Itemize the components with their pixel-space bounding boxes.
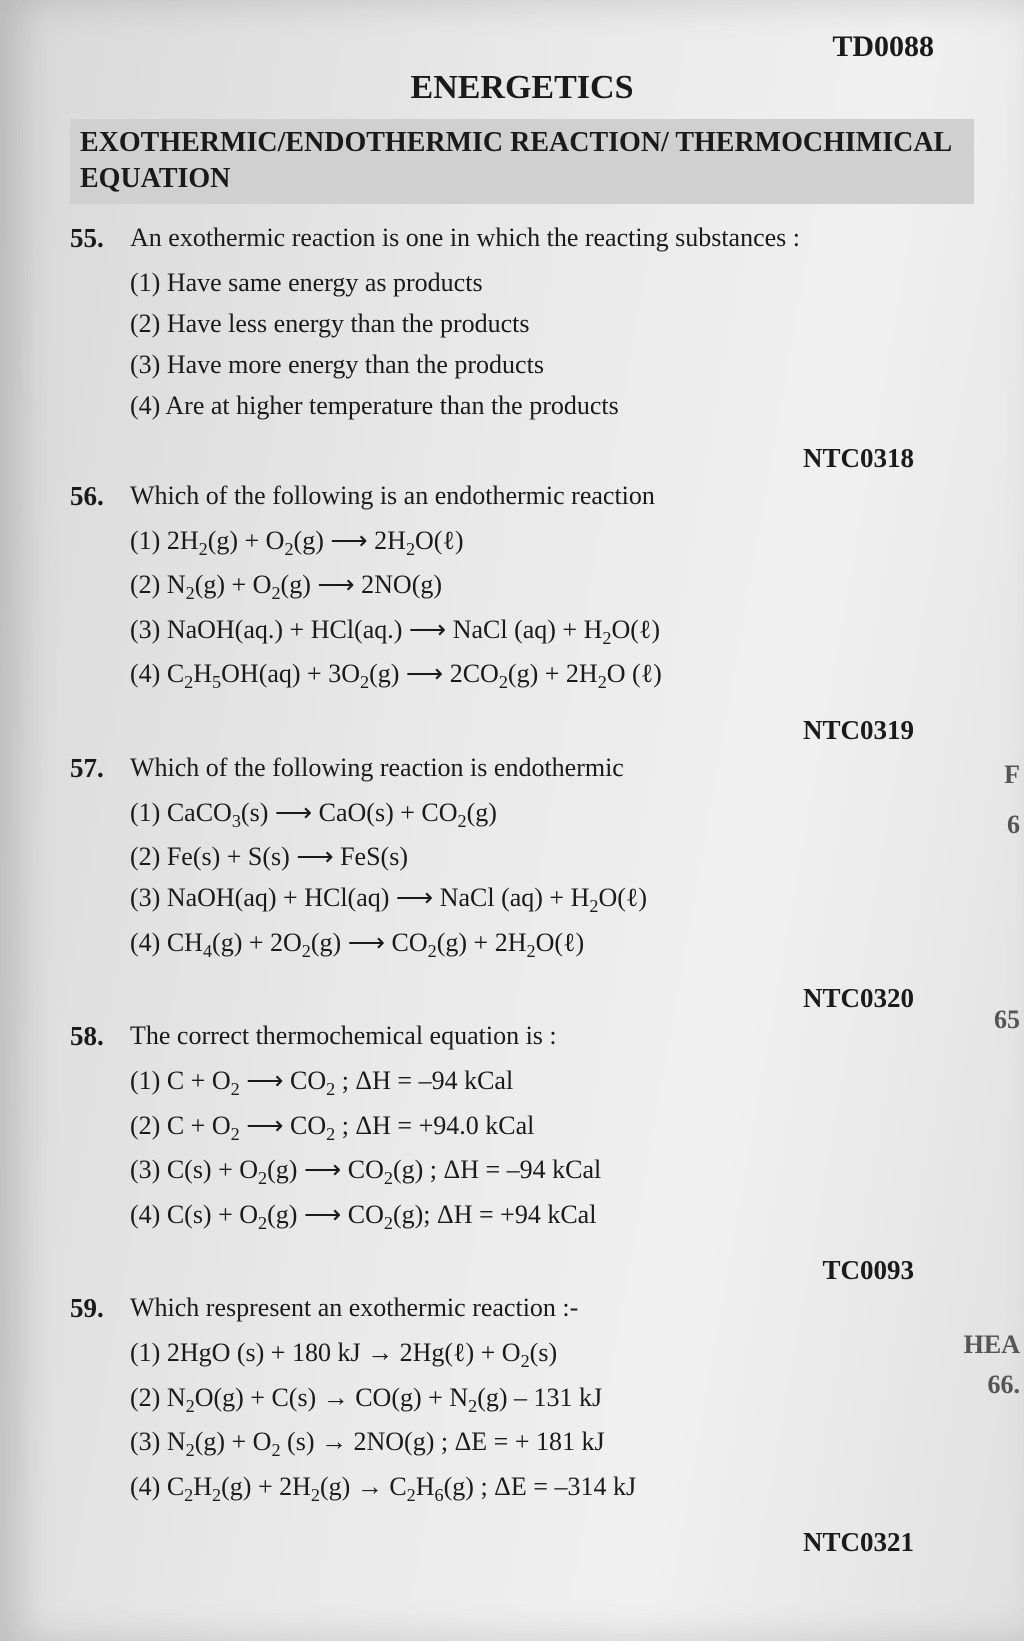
option: (1) CaCO3(s) ⟶ CaO(s) + CO2(g) <box>130 793 974 835</box>
option: (3) NaOH(aq) + HCl(aq) ⟶ NaCl (aq) + H2O… <box>130 878 974 920</box>
question-row: 59.Which respresent an exothermic reacti… <box>70 1288 974 1511</box>
questions-container: 55.An exothermic reaction is one in whic… <box>70 218 974 1558</box>
option: (1) 2HgO (s) + 180 kJ → 2Hg(ℓ) + O2(s) <box>130 1333 974 1375</box>
question-number: 55. <box>70 218 130 259</box>
question: 55.An exothermic reaction is one in whic… <box>70 218 974 427</box>
option: (3) Have more energy than the products <box>130 345 974 384</box>
question-number: 59. <box>70 1288 130 1329</box>
question-number: 57. <box>70 748 130 789</box>
question-body: The correct thermochemical equation is :… <box>130 1016 974 1239</box>
page-code: TD0088 <box>70 30 974 64</box>
option: (3) N2(g) + O2 (s) → 2NO(g) ; ΔE = + 181… <box>130 1422 974 1464</box>
question: 57.Which of the following reaction is en… <box>70 748 974 967</box>
question-body: Which of the following reaction is endot… <box>130 748 974 967</box>
question-stem: Which of the following reaction is endot… <box>130 748 974 787</box>
option: (4) Are at higher temperature than the p… <box>130 386 974 425</box>
reference-code: TC0093 <box>70 1255 974 1286</box>
option: (4) CH4(g) + 2O2(g) ⟶ CO2(g) + 2H2O(ℓ) <box>130 923 974 965</box>
question-stem: The correct thermochemical equation is : <box>130 1016 974 1055</box>
question-row: 58.The correct thermochemical equation i… <box>70 1016 974 1239</box>
question-stem: Which respresent an exothermic reaction … <box>130 1288 974 1327</box>
question-row: 57.Which of the following reaction is en… <box>70 748 974 967</box>
reference-code: NTC0320 <box>70 983 974 1014</box>
question-body: Which respresent an exothermic reaction … <box>130 1288 974 1511</box>
question-row: 55.An exothermic reaction is one in whic… <box>70 218 974 427</box>
page: TD0088 ENERGETICS EXOTHERMIC/ENDOTHERMIC… <box>0 0 1024 1641</box>
section-header: EXOTHERMIC/ENDOTHERMIC REACTION/ THERMOC… <box>70 119 974 204</box>
question-stem: Which of the following is an endothermic… <box>130 476 974 515</box>
question-body: Which of the following is an endothermic… <box>130 476 974 699</box>
question: 56.Which of the following is an endother… <box>70 476 974 699</box>
question-number: 56. <box>70 476 130 517</box>
question: 59.Which respresent an exothermic reacti… <box>70 1288 974 1511</box>
option: (3) C(s) + O2(g) ⟶ CO2(g) ; ΔH = –94 kCa… <box>130 1150 974 1192</box>
reference-code: NTC0318 <box>70 443 974 474</box>
question-body: An exothermic reaction is one in which t… <box>130 218 974 427</box>
reference-code: NTC0321 <box>70 1527 974 1558</box>
question: 58.The correct thermochemical equation i… <box>70 1016 974 1239</box>
option: (4) C2H5OH(aq) + 3O2(g) ⟶ 2CO2(g) + 2H2O… <box>130 654 974 696</box>
margin-note: HEA <box>964 1330 1020 1360</box>
margin-note: 6 <box>1007 810 1020 840</box>
options: (1) Have same energy as products(2) Have… <box>130 263 974 425</box>
margin-note: 66. <box>988 1370 1021 1400</box>
option: (1) Have same energy as products <box>130 263 974 302</box>
options: (1) CaCO3(s) ⟶ CaO(s) + CO2(g)(2) Fe(s) … <box>130 793 974 965</box>
question-number: 58. <box>70 1016 130 1057</box>
reference-code: NTC0319 <box>70 715 974 746</box>
option: (2) Have less energy than the products <box>130 304 974 343</box>
option: (4) C2H2(g) + 2H2(g) → C2H6(g) ; ΔE = –3… <box>130 1467 974 1509</box>
option: (1) 2H2(g) + O2(g) ⟶ 2H2O(ℓ) <box>130 521 974 563</box>
option: (1) C + O2 ⟶ CO2 ; ΔH = –94 kCal <box>130 1061 974 1103</box>
option: (2) N2O(g) + C(s) → CO(g) + N2(g) – 131 … <box>130 1378 974 1420</box>
option: (2) N2(g) + O2(g) ⟶ 2NO(g) <box>130 565 974 607</box>
option: (2) Fe(s) + S(s) ⟶ FeS(s) <box>130 837 974 876</box>
question-stem: An exothermic reaction is one in which t… <box>130 218 974 257</box>
option: (3) NaOH(aq.) + HCl(aq.) ⟶ NaCl (aq) + H… <box>130 610 974 652</box>
options: (1) C + O2 ⟶ CO2 ; ΔH = –94 kCal(2) C + … <box>130 1061 974 1237</box>
margin-note: F <box>1004 760 1020 790</box>
margin-note: 65 <box>994 1005 1020 1035</box>
options: (1) 2H2(g) + O2(g) ⟶ 2H2O(ℓ)(2) N2(g) + … <box>130 521 974 697</box>
options: (1) 2HgO (s) + 180 kJ → 2Hg(ℓ) + O2(s)(2… <box>130 1333 974 1509</box>
page-title: ENERGETICS <box>70 69 974 107</box>
option: (2) C + O2 ⟶ CO2 ; ΔH = +94.0 kCal <box>130 1106 974 1148</box>
question-row: 56.Which of the following is an endother… <box>70 476 974 699</box>
option: (4) C(s) + O2(g) ⟶ CO2(g); ΔH = +94 kCal <box>130 1195 974 1237</box>
